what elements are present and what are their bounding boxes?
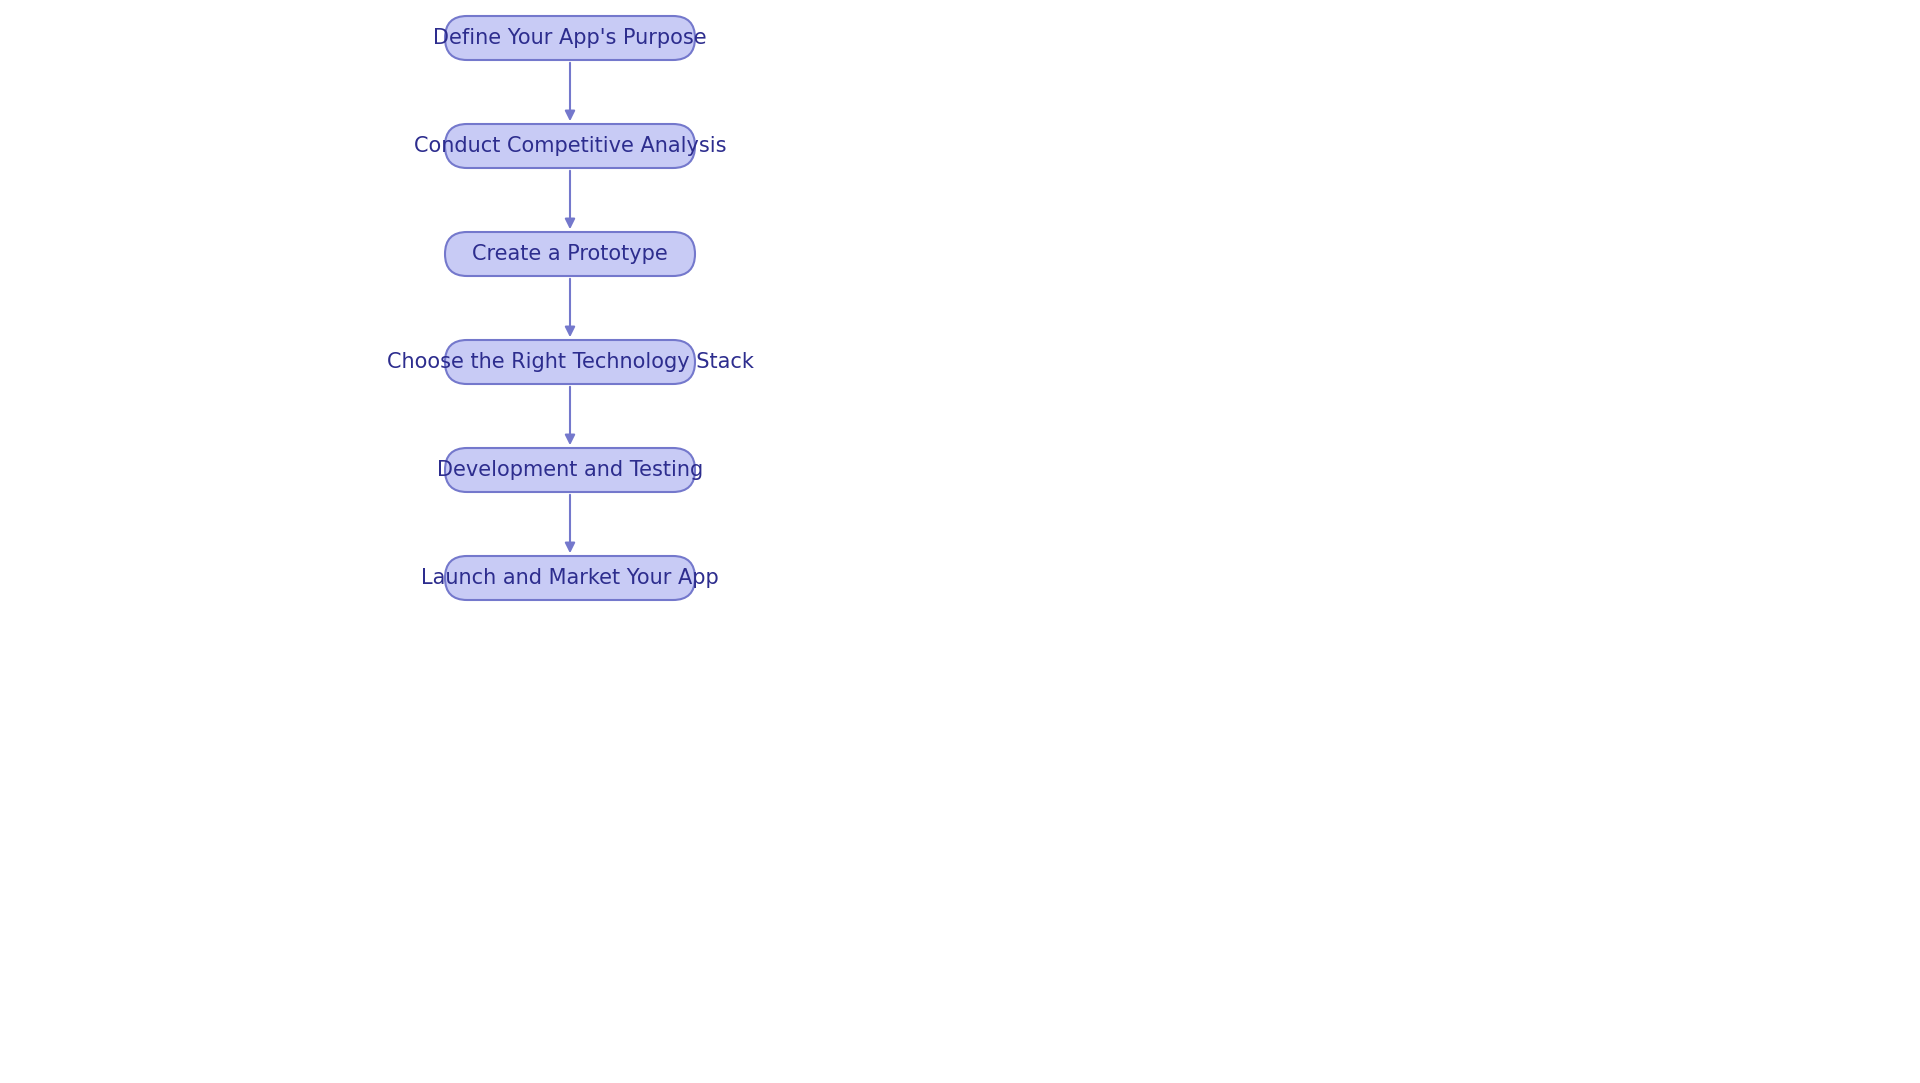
Text: Development and Testing: Development and Testing	[438, 460, 703, 480]
Text: Create a Prototype: Create a Prototype	[472, 244, 668, 264]
Text: Choose the Right Technology Stack: Choose the Right Technology Stack	[386, 352, 753, 371]
FancyBboxPatch shape	[445, 556, 695, 600]
FancyBboxPatch shape	[445, 232, 695, 276]
Text: Conduct Competitive Analysis: Conduct Competitive Analysis	[413, 136, 726, 156]
Text: Define Your App's Purpose: Define Your App's Purpose	[434, 28, 707, 48]
FancyBboxPatch shape	[445, 16, 695, 60]
FancyBboxPatch shape	[445, 340, 695, 384]
FancyBboxPatch shape	[445, 448, 695, 492]
Text: Launch and Market Your App: Launch and Market Your App	[420, 567, 718, 588]
FancyBboxPatch shape	[445, 123, 695, 168]
